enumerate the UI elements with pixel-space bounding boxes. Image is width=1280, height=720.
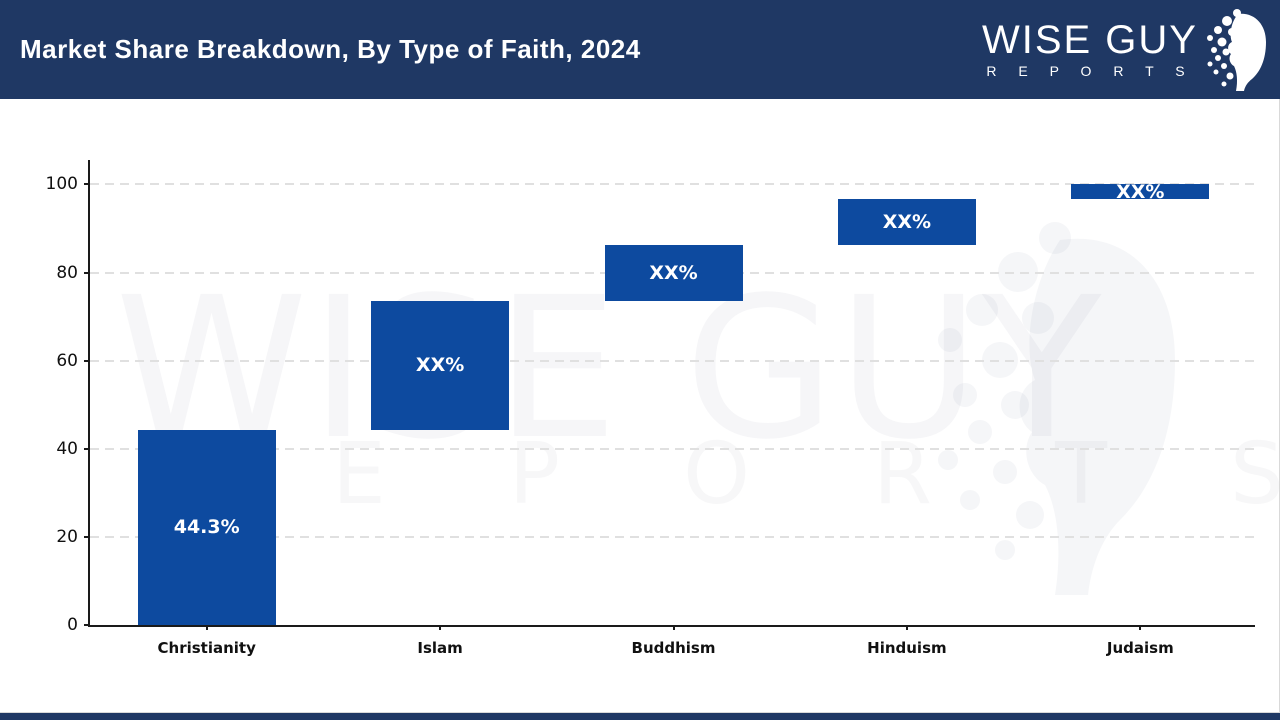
bar-value-label: 44.3% [173, 516, 240, 539]
x-tick-mark-hinduism [905, 625, 908, 630]
x-tick-label-buddhism: Buddhism [631, 639, 716, 657]
logo-subtext: R E P O R T S [986, 63, 1194, 79]
logo-face-icon [1207, 8, 1266, 91]
bar-value-label: XX% [649, 262, 698, 284]
x-tick-mark-buddhism [672, 625, 675, 630]
y-tick-label-100: 100 [45, 174, 78, 195]
logo: WISE GUY R E P O R T S [982, 0, 1268, 99]
gridline-40 [90, 447, 1255, 450]
footer-divider [0, 712, 1280, 713]
footer-bar [0, 713, 1280, 720]
y-tick-mark-40 [84, 447, 90, 450]
y-tick-label-60: 60 [56, 350, 78, 371]
bar-christianity: 44.3% [137, 429, 276, 625]
bar-hinduism: XX% [837, 198, 976, 246]
bar-value-label: XX% [415, 354, 465, 377]
x-tick-label-christianity: Christianity [157, 639, 256, 657]
y-tick-mark-80 [84, 271, 90, 274]
logo-text: WISE GUY R E P O R T S [982, 20, 1198, 79]
page-title: Market Share Breakdown, By Type of Faith… [20, 34, 641, 64]
bar-islam: XX% [371, 300, 510, 430]
gridline-60 [90, 359, 1255, 362]
watermark-face-icon [938, 222, 1175, 596]
x-tick-label-hinduism: Hinduism [867, 639, 947, 657]
y-tick-mark-60 [84, 359, 90, 362]
watermark-subtext: R E P O R T S [150, 425, 1280, 524]
x-tick-mark-christianity [205, 625, 208, 630]
bar-value-label: XX% [882, 210, 932, 233]
y-tick-mark-100 [84, 183, 90, 186]
logo-wordmark: WISE GUY [981, 18, 1198, 62]
header: Market Share Breakdown, By Type of Faith… [0, 0, 1280, 99]
x-tick-mark-judaism [1139, 625, 1142, 630]
gridline-100 [90, 183, 1255, 186]
y-tick-label-80: 80 [56, 262, 78, 283]
y-tick-mark-0 [84, 624, 90, 626]
y-tick-label-0: 0 [67, 615, 78, 635]
y-tick-mark-20 [84, 535, 90, 538]
y-tick-label-40: 40 [56, 438, 78, 459]
bar-buddhism: XX% [604, 245, 743, 301]
plot-area: 0 20 40 60 80 100 44.3% Christianity XX% Islam XX%… [46, 160, 1255, 657]
bar-judaism: XX% [1071, 181, 1210, 203]
y-tick-label-20: 20 [56, 526, 78, 547]
x-tick-label-islam: Islam [417, 639, 463, 657]
x-tick-mark-islam [439, 625, 442, 630]
gridline-20 [90, 535, 1255, 538]
x-tick-label-judaism: Judaism [1106, 639, 1174, 657]
bar-value-label: XX% [1116, 180, 1165, 203]
